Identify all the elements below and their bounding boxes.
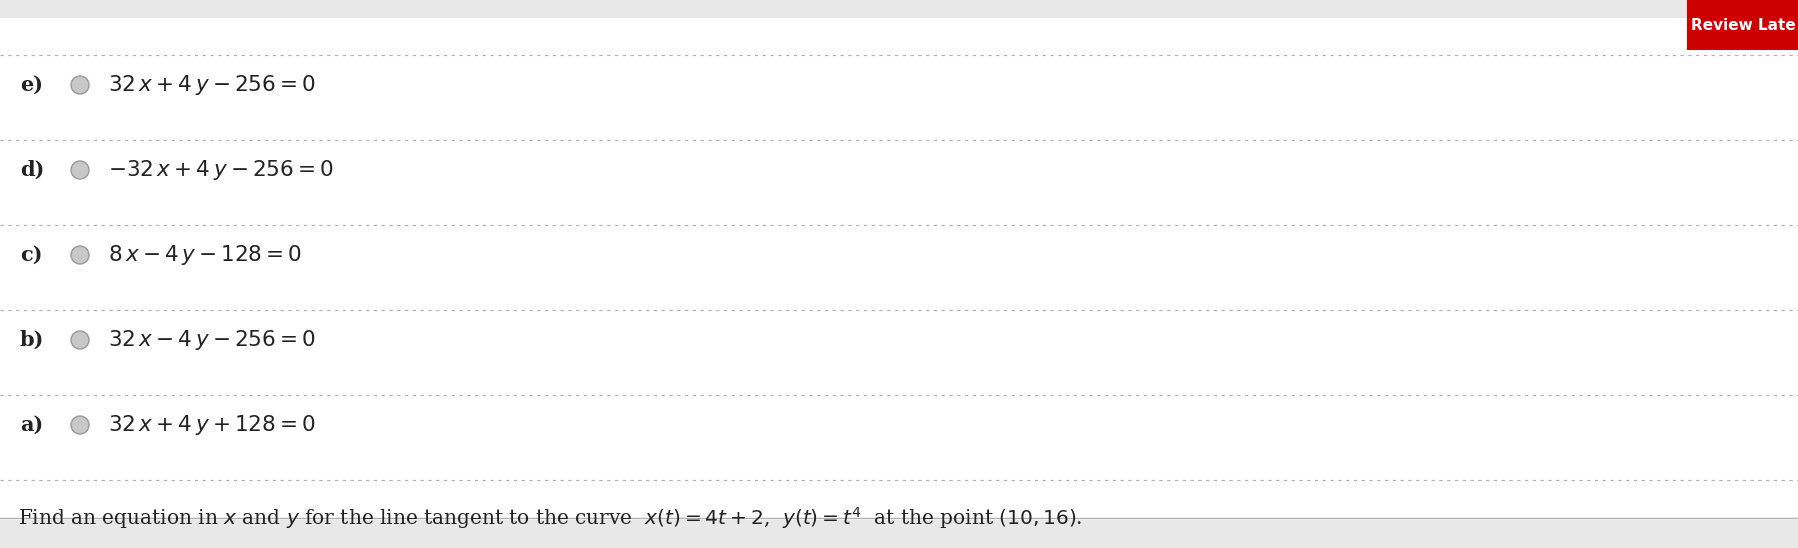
Bar: [0, 520, 1798, 548]
Bar: [1687, 0, 1798, 50]
Text: $32\,x + 4\,y - 256 = 0$: $32\,x + 4\,y - 256 = 0$: [108, 73, 316, 97]
Circle shape: [70, 416, 88, 434]
Text: $8\,x - 4\,y - 128 = 0$: $8\,x - 4\,y - 128 = 0$: [108, 243, 302, 267]
Text: $-32\,x + 4\,y - 256 = 0$: $-32\,x + 4\,y - 256 = 0$: [108, 158, 334, 182]
Text: $32\,x - 4\,y - 256 = 0$: $32\,x - 4\,y - 256 = 0$: [108, 328, 316, 352]
Text: e): e): [20, 75, 43, 95]
Text: a): a): [20, 415, 43, 435]
Circle shape: [70, 331, 88, 349]
Text: Find an equation in $x$ and $y$ for the line tangent to the curve  $x(t) = 4t + : Find an equation in $x$ and $y$ for the …: [18, 505, 1082, 531]
Text: $32\,x + 4\,y + 128 = 0$: $32\,x + 4\,y + 128 = 0$: [108, 413, 316, 437]
Circle shape: [70, 161, 88, 179]
Bar: [0, 0, 1798, 18]
Text: Review Late: Review Late: [1690, 18, 1794, 32]
Text: b): b): [20, 330, 45, 350]
Circle shape: [70, 76, 88, 94]
Text: d): d): [20, 160, 45, 180]
Text: c): c): [20, 245, 43, 265]
Circle shape: [70, 246, 88, 264]
